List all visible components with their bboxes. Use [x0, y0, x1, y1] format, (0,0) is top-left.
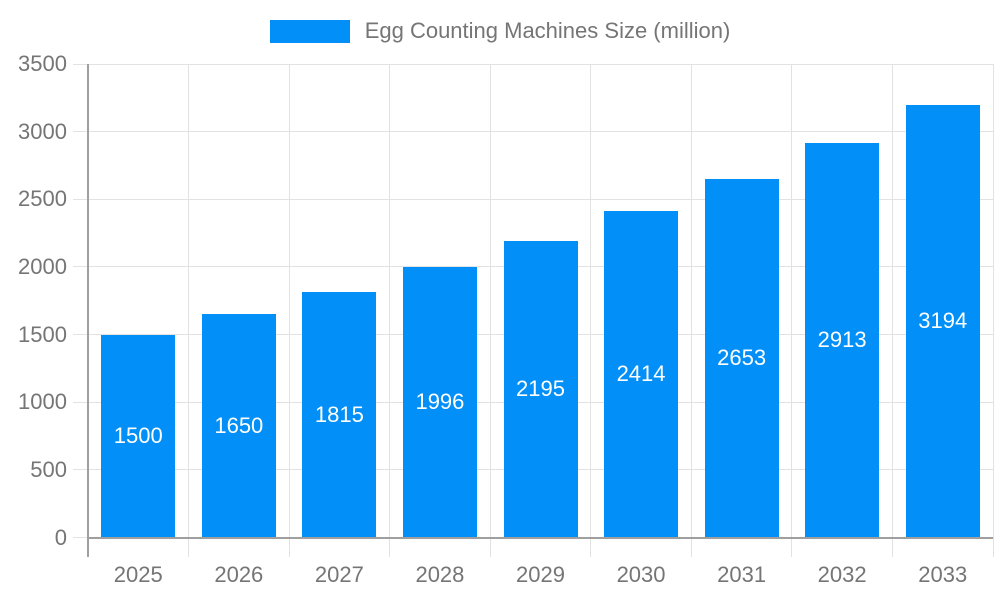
y-axis-line — [87, 64, 89, 557]
y-axis-tick-label: 2000 — [18, 253, 67, 279]
y-axis-tick-label: 500 — [30, 456, 67, 482]
y-axis-tick-label: 3000 — [18, 118, 67, 144]
y-axis-tick-label: 0 — [54, 524, 67, 550]
bar-2030: 2414 — [604, 210, 679, 538]
bar-2025: 1500 — [101, 334, 176, 538]
x-axis-line — [88, 536, 993, 539]
x-axis-tick-label: 2025 — [113, 562, 163, 587]
x-axis-tick-label: 2031 — [717, 562, 767, 587]
x-gridline — [992, 64, 994, 557]
bar-2031: 2653 — [704, 178, 779, 538]
bar-2027: 1815 — [302, 291, 377, 538]
x-gridline — [389, 64, 391, 557]
x-axis-tick-label: 2030 — [616, 562, 666, 587]
x-axis-tick-label: 2027 — [314, 562, 364, 587]
bar-value-label: 1500 — [113, 423, 163, 449]
bar-2033: 3194 — [905, 105, 980, 538]
x-gridline — [690, 64, 692, 557]
x-gridline — [791, 64, 793, 557]
x-gridline — [188, 64, 190, 557]
bar-value-label: 1815 — [314, 401, 364, 427]
x-gridline — [489, 64, 491, 557]
bar-2029: 2195 — [503, 240, 578, 538]
bar-value-label: 2653 — [717, 345, 767, 371]
y-gridline — [73, 198, 993, 200]
x-axis-tick-label: 2032 — [817, 562, 867, 587]
bar-value-label: 3194 — [918, 308, 968, 334]
x-axis-tick-label: 2033 — [918, 562, 968, 587]
y-gridline — [73, 131, 993, 133]
bar-2026: 1650 — [201, 314, 276, 538]
y-axis-tick-label: 1000 — [18, 389, 67, 415]
legend-label: Egg Counting Machines Size (million) — [364, 18, 731, 43]
chart-legend: Egg Counting Machines Size (million) — [0, 14, 1000, 48]
x-gridline — [891, 64, 893, 557]
bar-value-label: 2195 — [516, 376, 565, 402]
bar-value-label: 1996 — [415, 389, 465, 415]
y-axis-tick-label: 3500 — [18, 51, 67, 76]
y-axis-tick-label: 1500 — [18, 321, 67, 347]
y-gridline — [73, 63, 993, 65]
bar-value-label: 2414 — [616, 361, 666, 387]
bar-value-label: 1650 — [214, 412, 264, 438]
y-axis-tick-label: 2500 — [18, 186, 67, 212]
legend-swatch — [269, 19, 350, 43]
x-axis-tick-label: 2028 — [415, 562, 465, 587]
x-axis-tick-label: 2026 — [214, 562, 264, 587]
y-tick-mark — [73, 537, 88, 538]
x-axis-tick-label: 2029 — [516, 562, 565, 587]
bar-value-label: 2913 — [817, 327, 867, 353]
x-gridline — [590, 64, 592, 557]
x-gridline — [288, 64, 290, 557]
bar-2028: 1996 — [402, 267, 477, 538]
bar-2032: 2913 — [805, 143, 880, 538]
